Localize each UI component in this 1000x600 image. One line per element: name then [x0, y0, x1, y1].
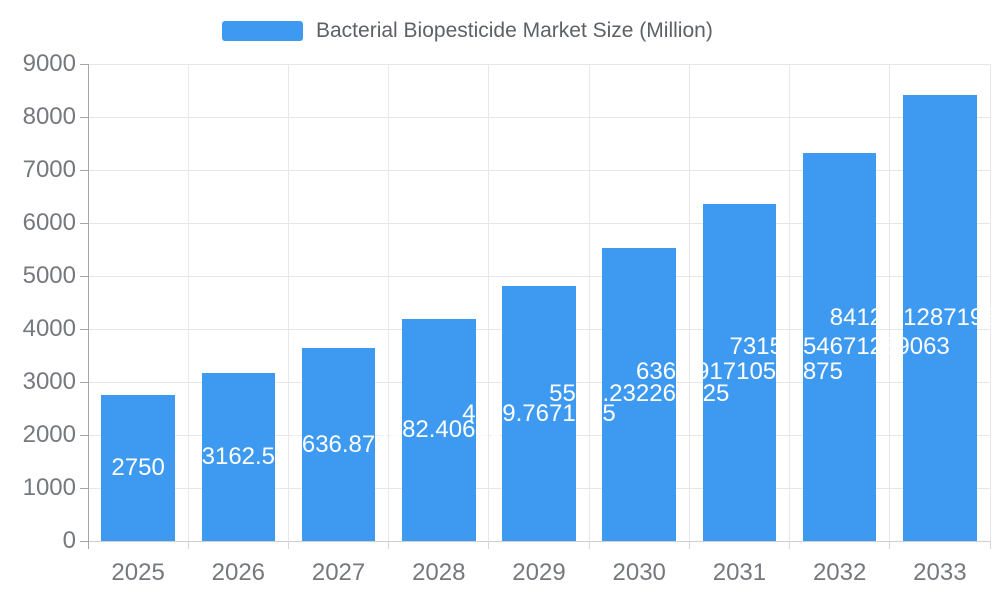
x-axis-tick: [688, 541, 690, 549]
x-axis-category-label: 2029: [512, 559, 566, 586]
y-axis-tick-label: 2000: [22, 421, 76, 448]
x-axis-category-label: 2026: [211, 559, 266, 586]
x-axis-category-label: 2030: [612, 559, 666, 586]
bar-value-label: 8412.312871982422: [829, 304, 1000, 332]
x-axis-tick: [588, 541, 590, 549]
x-gridline: [789, 64, 791, 541]
bar-2027[interactable]: [301, 348, 376, 541]
x-gridline: [488, 64, 490, 541]
y-axis-tick-label: 0: [62, 527, 76, 554]
bar-2026[interactable]: [201, 373, 276, 541]
x-axis-tick: [87, 541, 89, 549]
y-gridline: [88, 63, 990, 65]
x-axis-line: [88, 540, 990, 542]
x-axis-category-label: 2032: [812, 559, 867, 586]
y-axis-tick-label: 7000: [22, 156, 76, 183]
bar-2032[interactable]: [802, 153, 877, 541]
x-gridline: [287, 64, 289, 541]
y-axis-tick: [80, 434, 88, 436]
y-axis-tick-label: 3000: [22, 368, 76, 395]
y-gridline: [88, 169, 990, 171]
y-axis-tick: [80, 328, 88, 330]
x-axis-category-label: 2027: [311, 559, 366, 586]
bar-value-label: 2750: [111, 454, 165, 482]
bar-2030[interactable]: [602, 247, 677, 541]
y-axis-tick-label: 1000: [22, 474, 76, 501]
bar-2031[interactable]: [702, 203, 777, 541]
y-axis-tick: [80, 381, 88, 383]
x-axis-tick: [989, 541, 991, 549]
x-gridline: [688, 64, 690, 541]
y-axis-line: [87, 64, 89, 541]
bar-2033[interactable]: [903, 95, 977, 541]
y-axis-tick: [80, 169, 88, 171]
y-gridline: [88, 275, 990, 277]
y-axis-tick: [80, 275, 88, 277]
y-axis-tick-label: 5000: [22, 262, 76, 289]
y-axis-tick: [80, 540, 88, 542]
legend-label: Bacterial Biopesticide Market Size (Mill…: [316, 19, 713, 42]
bar-2025[interactable]: [101, 395, 175, 541]
bar-value-label: 3162.5: [201, 443, 276, 471]
x-axis-category-label: 2033: [913, 559, 967, 586]
x-axis-tick: [287, 541, 289, 549]
x-axis-category-label: 2031: [712, 559, 767, 586]
x-axis-tick: [889, 541, 891, 549]
x-axis-tick: [187, 541, 189, 549]
bar-value-label: 6360.91710546875: [635, 358, 843, 386]
bar-value-label: 3636.875: [288, 430, 389, 458]
legend-item[interactable]: Bacterial Biopesticide Market Size (Mill…: [222, 19, 713, 43]
x-axis-category-label: 2028: [412, 559, 466, 586]
bar-value-label: 7315.054671289063: [729, 333, 950, 361]
y-axis-tick-label: 4000: [22, 315, 76, 342]
y-axis-tick-label: 8000: [22, 103, 76, 130]
y-axis-tick: [80, 222, 88, 224]
x-gridline: [388, 64, 390, 541]
x-gridline: [989, 64, 991, 541]
x-gridline: [889, 64, 891, 541]
bar-value-label: 5531.232265625: [549, 380, 730, 408]
bar-2029[interactable]: [502, 286, 576, 541]
y-axis-tick: [80, 487, 88, 489]
y-axis-tick: [80, 116, 88, 118]
x-gridline: [187, 64, 189, 541]
y-axis-tick-label: 6000: [22, 209, 76, 236]
y-gridline: [88, 116, 990, 118]
bar-2028[interactable]: [401, 319, 476, 541]
bar-value-label: 4182.40625: [375, 416, 503, 444]
y-axis-tick: [80, 63, 88, 65]
x-axis-category-label: 2025: [111, 559, 165, 586]
x-axis-tick: [488, 541, 490, 549]
x-gridline: [588, 64, 590, 541]
bar-value-label: 4809.7671875: [462, 399, 616, 427]
x-axis-tick: [789, 541, 791, 549]
y-axis-tick-label: 9000: [22, 50, 76, 77]
x-axis-tick: [388, 541, 390, 549]
y-gridline: [88, 222, 990, 224]
legend-color-swatch-icon: [222, 21, 303, 41]
